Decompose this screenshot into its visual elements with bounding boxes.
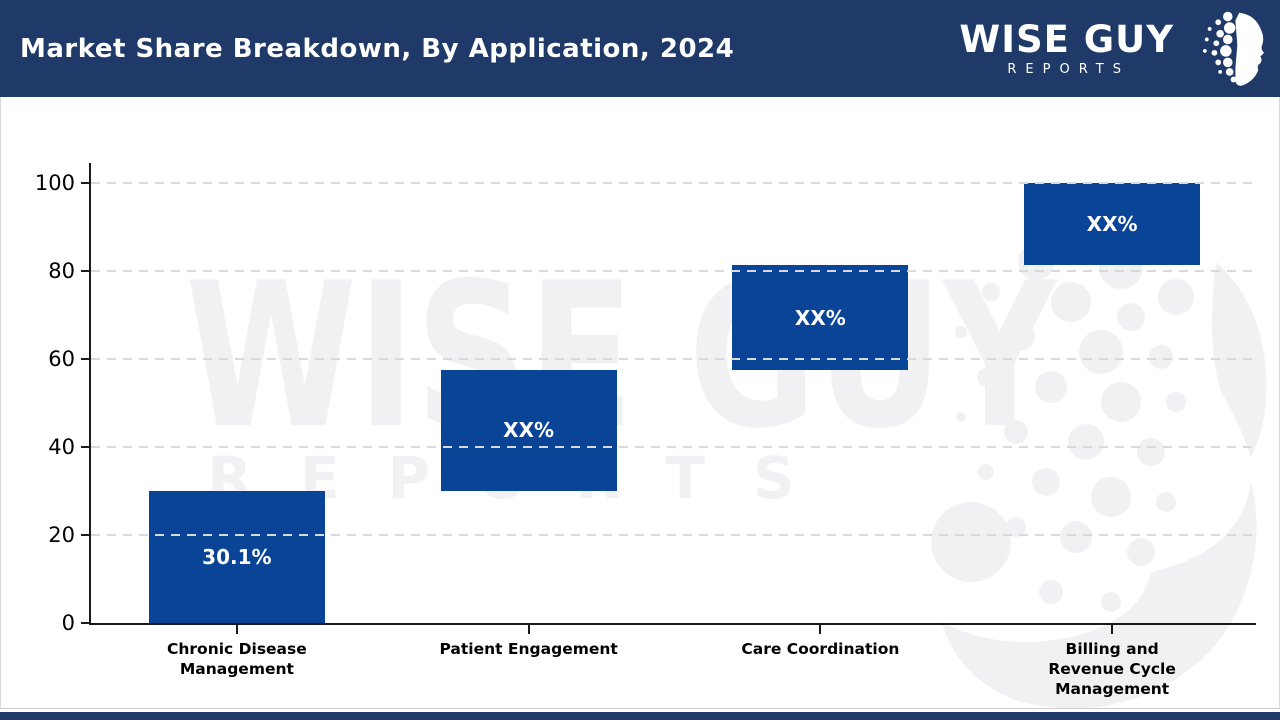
x-category-label: Chronic Disease Management [87, 639, 387, 679]
brand-logo: WISE GUY REPORTS [959, 7, 1280, 91]
footer-bar [0, 712, 1280, 720]
x-category-label-line: Chronic Disease [167, 640, 307, 658]
footer-divider [0, 708, 1280, 709]
x-category-label-line: Care Coordination [741, 640, 900, 658]
y-tick-label: 80 [48, 259, 75, 283]
bar-segment: XX% [1024, 183, 1201, 266]
x-tick-mark [235, 625, 238, 634]
y-tick-mark [81, 358, 89, 360]
y-tick-label: 100 [34, 171, 75, 195]
y-gridline [91, 446, 1256, 448]
y-gridline [91, 182, 1256, 184]
x-tick-mark [1111, 625, 1114, 634]
y-tick-mark [81, 270, 89, 272]
x-category-label: Patient Engagement [379, 639, 679, 659]
brand-logo-text: WISE GUY REPORTS [959, 21, 1174, 76]
x-category-label-line: Revenue Cycle [1048, 660, 1176, 679]
x-category-label-line: Management [1055, 680, 1170, 699]
bar-value-label: XX% [1086, 212, 1138, 237]
header-bar: Market Share Breakdown, By Application, … [0, 0, 1280, 97]
x-tick-mark [527, 625, 530, 634]
y-tick-mark [81, 622, 89, 624]
y-tick-mark [81, 182, 89, 184]
bar-segment: XX% [732, 265, 909, 370]
y-tick-label: 60 [48, 347, 75, 371]
y-tick-label: 20 [48, 523, 75, 547]
bar-value-label: XX% [503, 418, 555, 443]
x-category-label: Care Coordination [670, 639, 970, 659]
bar-segment: 30.1% [148, 490, 325, 623]
chart-area: WISE GUY REPORTS [0, 97, 1280, 708]
plot-area: 0 20 40 60 80 100 30.1% Chronic Disease Manageme… [35, 163, 1256, 698]
y-gridline [91, 270, 1256, 272]
x-tick-mark [819, 625, 822, 634]
brand-name: WISE GUY [959, 18, 1174, 61]
y-gridline [91, 358, 1256, 360]
bar-segment: XX% [440, 370, 617, 491]
page-title: Market Share Breakdown, By Application, … [20, 33, 735, 64]
y-tick-label: 0 [61, 611, 75, 635]
bar-value-label: 30.1% [202, 544, 272, 569]
y-tick-label: 40 [48, 435, 75, 459]
y-tick-mark [81, 446, 89, 448]
x-category-label-line: Management [179, 660, 294, 679]
y-gridline [91, 534, 1256, 536]
x-category-label-line: Billing and [1065, 640, 1159, 658]
bar-value-label: XX% [794, 305, 846, 330]
y-tick-mark [81, 534, 89, 536]
x-category-label: Billing and Revenue Cycle Management [962, 639, 1262, 699]
brand-head-icon [1202, 11, 1265, 86]
brand-subname: REPORTS [1007, 62, 1130, 77]
x-category-label-line: Patient Engagement [439, 640, 618, 658]
